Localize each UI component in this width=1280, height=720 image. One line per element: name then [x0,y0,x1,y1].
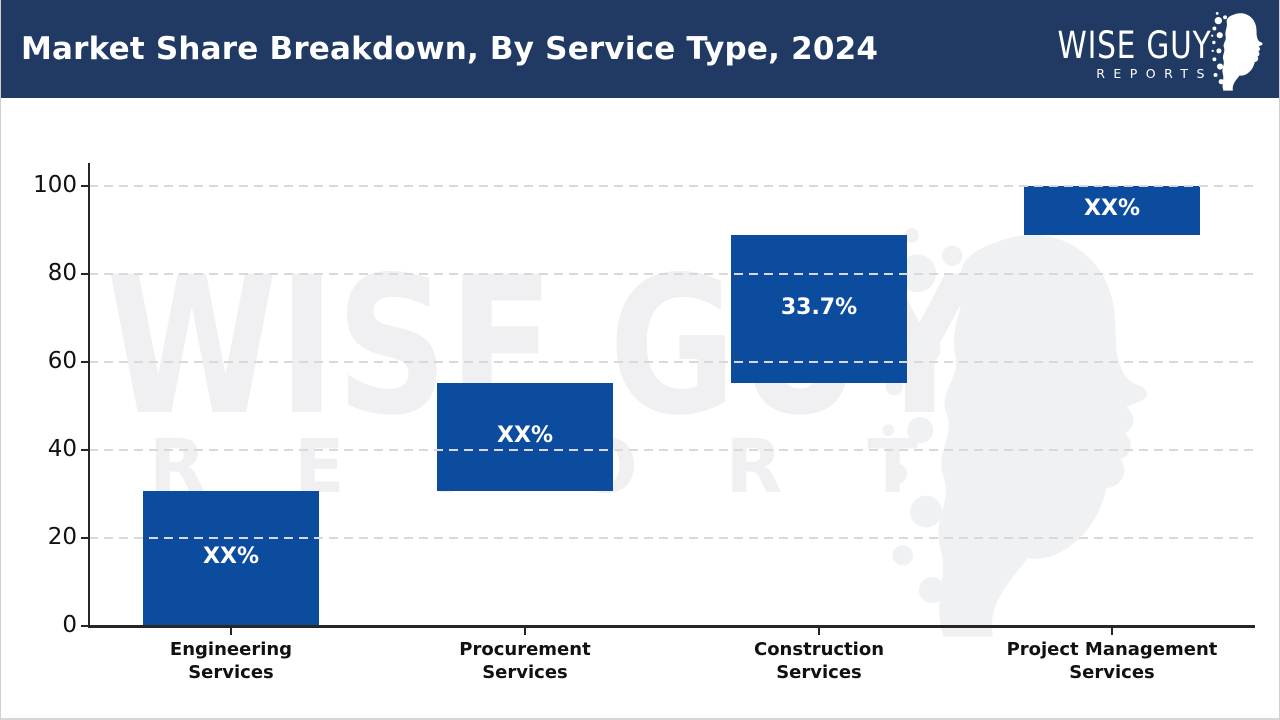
y-axis-tick [81,273,89,275]
y-axis-tick-label: 100 [33,172,77,198]
x-axis-tick [230,628,232,635]
y-axis-tick-label: 80 [47,260,77,286]
x-axis-tick [524,628,526,635]
y-axis-tick [81,625,89,627]
chart-bar [731,234,907,384]
brand-logo: WISE GUY REPORTS [1017,6,1267,94]
x-axis-label: Project Management Services [1006,639,1218,683]
y-axis-tick-label: 20 [47,524,77,550]
y-axis-tick-label: 0 [62,612,77,638]
wiseguy-head-logo-icon [1210,10,1267,94]
y-axis-tick [81,537,89,539]
header-bar: Market Share Breakdown, By Service Type,… [1,0,1279,98]
y-axis-tick [81,361,89,363]
y-axis-tick-label: 40 [47,436,77,462]
bar-value-label: XX% [203,544,259,570]
logo-subtext: REPORTS [1096,66,1213,81]
chart-bar [1024,186,1200,235]
chart-title: Market Share Breakdown, By Service Type,… [21,31,879,67]
x-axis-label: Procurement Services [459,639,591,683]
gridline [89,273,1254,275]
chart-bar [143,490,319,626]
y-axis-spine [88,163,90,627]
gridline [89,185,1254,187]
y-axis-tick [81,449,89,451]
bar-value-label: XX% [497,423,553,449]
x-axis-tick [1111,628,1113,635]
x-axis-label: Construction Services [753,639,885,683]
x-axis-label: Engineering Services [169,639,293,683]
bar-value-label: 33.7% [780,294,858,320]
logo-wordmark: WISE GUY [1057,24,1211,67]
x-axis-tick [818,628,820,635]
x-axis-spine [88,625,1255,628]
gridline [89,537,1254,539]
y-axis-tick-label: 60 [47,348,77,374]
gridline [89,361,1254,363]
gridline [89,449,1254,451]
chart-bar [437,383,613,491]
wiseguy-head-watermark-icon [876,218,1168,654]
y-axis-tick [81,185,89,187]
bar-value-label: XX% [1084,196,1140,222]
